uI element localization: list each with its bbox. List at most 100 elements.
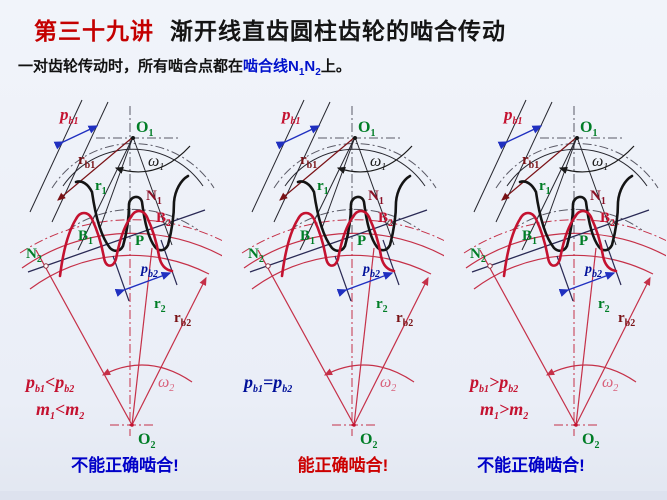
label-B1: B1: [522, 228, 537, 247]
n1-point: [609, 220, 615, 226]
label-r1: r1: [95, 178, 107, 197]
pinion-teeth: [518, 174, 634, 253]
omega2-arc: [323, 364, 415, 383]
pb2-dimension: [336, 271, 394, 297]
o2-point: [130, 423, 134, 427]
gear-teeth: [58, 209, 174, 278]
label-P: P: [135, 233, 144, 249]
gear-addendum-circle: [241, 219, 444, 254]
label-omega2: ω2: [602, 374, 618, 394]
rb2-line: [353, 276, 429, 426]
pb2-tick-right: [160, 239, 178, 286]
pitch-strip-mid: [273, 101, 331, 223]
r1-line: [99, 136, 134, 229]
gear-teeth: [502, 209, 618, 278]
pitch-strip-inner: [521, 136, 578, 251]
o2-point: [574, 423, 578, 427]
gear-base-circle: [29, 254, 210, 290]
pitch-strip-inner: [77, 136, 134, 251]
pb2-dimension: [114, 271, 172, 297]
pinion-pitch-circle: [495, 143, 659, 189]
label-P: P: [357, 233, 366, 249]
pb1-dimension: [275, 125, 321, 150]
pitch-strip-inner: [299, 136, 356, 251]
subtitle-suffix: 上。: [320, 58, 351, 75]
rb2-line: [575, 276, 651, 426]
header: 第三十九讲 渐开线直齿圆柱齿轮的啮合传动: [0, 0, 667, 46]
label-B1: B1: [300, 228, 315, 247]
label-pb2: pb2: [140, 262, 158, 280]
n2-point: [43, 263, 49, 269]
conclusion-3: 不能正确啮合!: [477, 456, 585, 475]
subtitle-highlight: 啮合线N1N2: [243, 58, 321, 78]
label-pb1: pb1: [502, 105, 523, 127]
line-of-action: [27, 209, 206, 273]
gear-diagram-3: O1 ω1 pb1 rb1 r1 N1 B2 B1 P N2 pb2 r2 rb…: [463, 99, 666, 451]
pitch-relation: pb1<pb2: [24, 372, 74, 395]
conclusion-1: 不能正确啮合!: [71, 456, 179, 475]
label-O2: O2: [582, 431, 599, 451]
label-omega1: ω1: [592, 153, 608, 173]
module-relation: m1<m2: [36, 399, 84, 422]
label-rb2: rb2: [618, 310, 635, 329]
bottom-strip: [0, 491, 667, 500]
label-pb1: pb1: [58, 105, 79, 127]
gear-teeth: [280, 209, 396, 278]
label-O1: O1: [580, 119, 597, 139]
gear-panel-3: O1 ω1 pb1 rb1 r1 N1 B2 B1 P N2 pb2 r2 rb…: [444, 80, 666, 479]
label-omega2: ω2: [158, 374, 174, 394]
pinion-base-circle: [62, 148, 204, 187]
pinion-pitch-circle: [273, 143, 437, 189]
label-B2: B2: [156, 210, 171, 229]
label-r1: r1: [317, 178, 329, 197]
lecture-number: 第三十九讲: [34, 18, 154, 44]
module-relation: m1>m2: [480, 399, 528, 422]
label-N2: N2: [470, 246, 486, 265]
line-of-action: [471, 209, 650, 273]
subtitle-prefix: 一对齿轮传动时，所有啮合点都在: [18, 58, 244, 75]
gear-panel-2: O1 ω1 pb1 rb1 r1 N1 B2 B1 P N2 pb2 r2 rb…: [222, 80, 444, 479]
gear-panel-1: O1 ω1 pb1 rb1 r1 N1 B2 B1 P N2 pb2 r2 rb…: [0, 80, 222, 479]
pitch-strip-outer: [29, 99, 83, 213]
r1-line: [543, 136, 578, 229]
label-B2: B2: [378, 210, 393, 229]
n1-point: [387, 220, 393, 226]
pinion-addendum-circle: [289, 208, 421, 231]
pb1-dimension: [53, 125, 99, 150]
pinion-addendum-circle: [67, 208, 199, 231]
label-N1: N1: [590, 188, 606, 207]
page-title: 渐开线直齿圆柱齿轮的啮合传动: [170, 18, 506, 44]
subtitle: 一对齿轮传动时，所有啮合点都在啮合线N1N2上。: [0, 46, 667, 78]
label-O2: O2: [360, 431, 377, 451]
label-rb1: rb1: [78, 152, 95, 171]
pitch-strip-outer: [473, 99, 527, 213]
pb2-dimension: [558, 271, 616, 297]
o1-point: [575, 136, 579, 140]
rb2-line: [131, 276, 207, 426]
gear-addendum-circle: [463, 219, 666, 254]
label-omega1: ω1: [370, 153, 386, 173]
line-of-action: [249, 209, 428, 273]
pinion-base-circle: [506, 148, 648, 187]
pinion-base-circle: [284, 148, 426, 187]
gear-addendum-circle: [19, 219, 222, 254]
omega2-arc: [545, 364, 637, 383]
n2-point: [487, 263, 493, 269]
label-r2: r2: [598, 296, 610, 315]
o2-left-line: [35, 249, 133, 426]
label-pb1: pb1: [280, 105, 301, 127]
label-N2: N2: [26, 246, 42, 265]
o1-right-line: [132, 136, 173, 246]
omega2-arc: [101, 364, 193, 383]
label-pb2: pb2: [584, 262, 602, 280]
o1-point: [131, 136, 135, 140]
label-rb1: rb1: [300, 152, 317, 171]
label-omega1: ω1: [148, 153, 164, 173]
o2-point: [352, 423, 356, 427]
label-r2: r2: [154, 296, 166, 315]
label-omega2: ω2: [380, 374, 396, 394]
pitch-strip-outer: [251, 99, 305, 213]
pitch-relation: pb1=pb2: [242, 372, 292, 395]
label-N2: N2: [248, 246, 264, 265]
pinion-teeth: [296, 174, 412, 253]
